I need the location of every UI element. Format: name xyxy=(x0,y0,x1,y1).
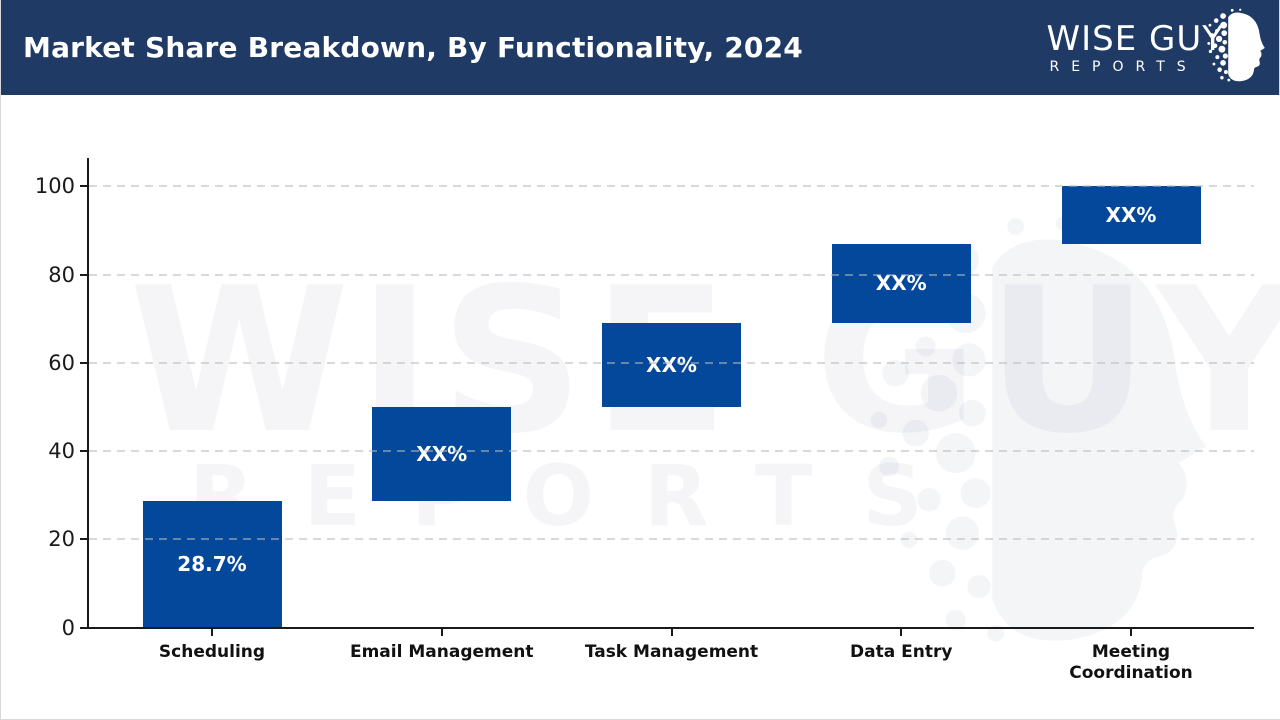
bar-task-management: XX% xyxy=(602,323,741,407)
bar-scheduling: 28.7% xyxy=(142,500,282,628)
bar-value-label-email-management: XX% xyxy=(416,441,468,466)
category-label-data-entry: Data Entry xyxy=(850,642,953,662)
ytick-mark-40 xyxy=(80,450,89,453)
brand-tagline: REPORTS xyxy=(1049,58,1198,75)
ytick-label-20: 20 xyxy=(48,527,75,552)
brand-face-icon xyxy=(1207,8,1265,81)
bar-value-label-scheduling: 28.7% xyxy=(177,552,247,577)
ytick-label-0: 0 xyxy=(61,615,75,640)
brand-logo: WISE GUY REPORTS xyxy=(1046,8,1269,88)
xtick-mark-task-management xyxy=(670,628,673,636)
ytick-label-80: 80 xyxy=(48,262,75,287)
category-label-meeting-coordination: Meeting Coordination xyxy=(1069,642,1193,684)
header-bar: Market Share Breakdown, By Functionality… xyxy=(1,0,1279,95)
brand-name: WISE GUY xyxy=(1046,18,1224,59)
chart-area: WISE GUY REPORTS 0 20 40 60 80 100 28.7% Schedu… xyxy=(1,95,1280,719)
bar-data-entry: XX% xyxy=(831,243,971,324)
page-title: Market Share Breakdown, By Functionality… xyxy=(23,31,803,64)
gridline-80 xyxy=(89,273,1254,276)
ytick-mark-100 xyxy=(80,185,89,188)
bar-value-label-data-entry: XX% xyxy=(875,271,927,296)
xtick-mark-email-management xyxy=(440,628,443,636)
ytick-mark-60 xyxy=(80,361,89,364)
ytick-mark-80 xyxy=(80,273,89,276)
ytick-mark-20 xyxy=(80,538,89,541)
xtick-mark-scheduling xyxy=(211,628,213,636)
brand-text: WISE GUY REPORTS xyxy=(1046,22,1224,74)
bar-meeting-coordination: XX% xyxy=(1061,186,1201,244)
xtick-mark-data-entry xyxy=(900,628,903,636)
ytick-label-60: 60 xyxy=(48,350,75,375)
gridline-40 xyxy=(89,450,1254,453)
bar-value-label-task-management: XX% xyxy=(646,352,697,377)
y-axis-line xyxy=(87,158,89,628)
bar-email-management: XX% xyxy=(372,406,512,501)
bar-value-label-meeting-coordination: XX% xyxy=(1105,202,1157,227)
ytick-mark-0 xyxy=(80,626,89,629)
category-label-scheduling: Scheduling xyxy=(158,642,266,662)
xtick-mark-meeting-coordination xyxy=(1130,628,1132,636)
category-label-task-management: Task Management xyxy=(584,642,759,662)
ytick-label-100: 100 xyxy=(34,174,75,199)
category-label-email-management: Email Management xyxy=(349,642,534,662)
watermark-subtext: REPORTS xyxy=(189,447,973,545)
ytick-label-40: 40 xyxy=(48,439,75,464)
x-axis-line xyxy=(87,626,1254,629)
